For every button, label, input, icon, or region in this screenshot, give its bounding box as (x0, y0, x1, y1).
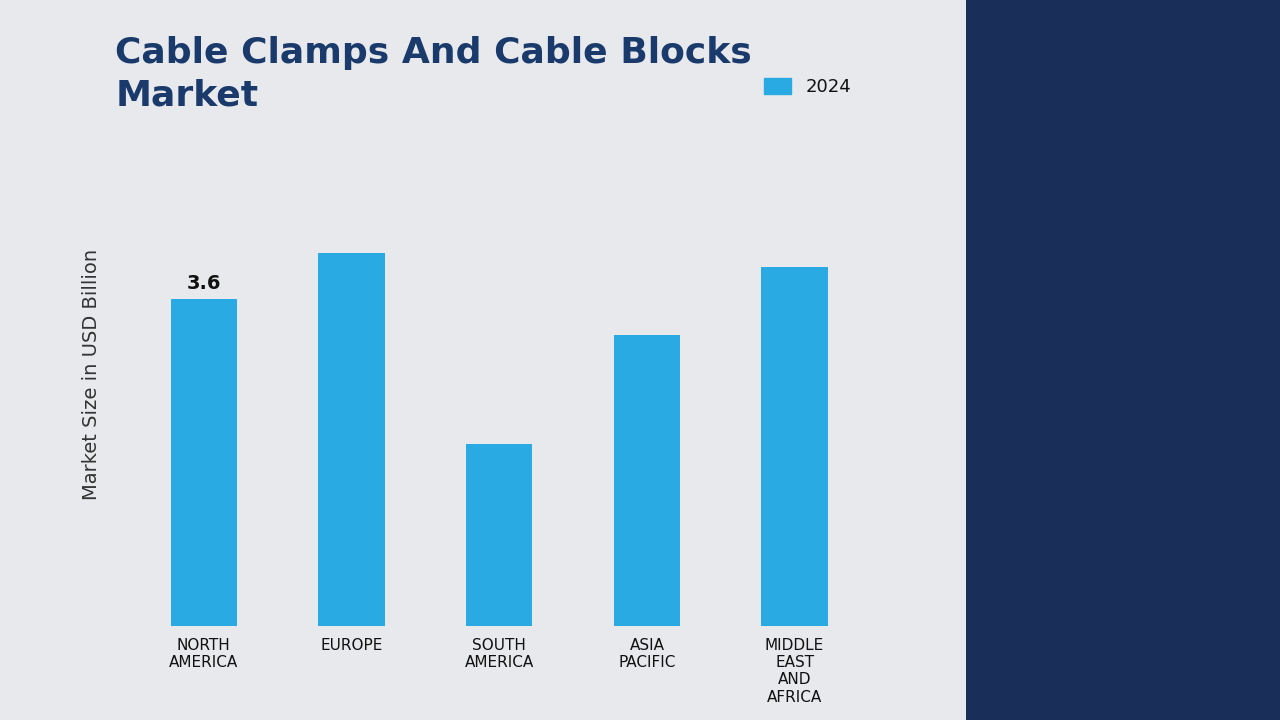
Legend: 2024: 2024 (756, 71, 859, 104)
Y-axis label: Market Size in USD Billion: Market Size in USD Billion (82, 249, 101, 500)
Bar (613, 335, 680, 626)
Bar (170, 299, 237, 626)
Bar (466, 444, 532, 626)
Bar (762, 266, 828, 626)
Text: Cable Clamps And Cable Blocks
Market: Cable Clamps And Cable Blocks Market (115, 36, 751, 112)
Text: 3.6: 3.6 (187, 274, 221, 293)
Bar (319, 253, 385, 626)
